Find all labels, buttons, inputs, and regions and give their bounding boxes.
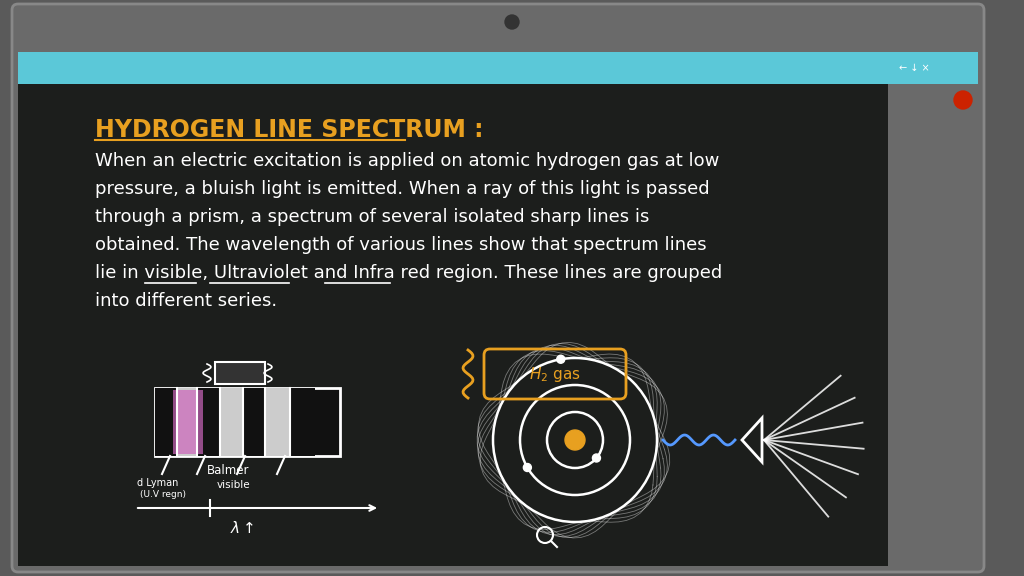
Circle shape — [565, 430, 585, 450]
Bar — [173, 390, 203, 454]
Bar — [18, 10, 978, 52]
Bar — [18, 84, 888, 566]
Bar — [215, 362, 265, 384]
Circle shape — [954, 91, 972, 109]
Text: visible: visible — [217, 480, 251, 490]
Text: into different series.: into different series. — [95, 292, 278, 310]
Circle shape — [505, 15, 519, 29]
Text: Balmer: Balmer — [207, 464, 250, 477]
Bar — [197, 388, 220, 456]
Text: $H_2$ gas: $H_2$ gas — [529, 365, 581, 384]
Text: lie in visible, Ultraviolet and Infra red region. These lines are grouped: lie in visible, Ultraviolet and Infra re… — [95, 264, 722, 282]
Circle shape — [523, 464, 531, 472]
Text: ← ↓ ×: ← ↓ × — [899, 63, 930, 73]
FancyBboxPatch shape — [12, 4, 984, 572]
Text: pressure, a bluish light is emitted. When a ray of this light is passed: pressure, a bluish light is emitted. Whe… — [95, 180, 710, 198]
Text: obtained. The wavelength of various lines show that spectrum lines: obtained. The wavelength of various line… — [95, 236, 707, 254]
Bar — [155, 388, 340, 456]
Text: $\lambda\uparrow$: $\lambda\uparrow$ — [230, 520, 255, 536]
Circle shape — [593, 454, 600, 462]
Bar — [155, 388, 177, 456]
Bar — [265, 388, 290, 456]
Text: d Lyman: d Lyman — [137, 478, 178, 488]
Text: When an electric excitation is applied on atomic hydrogen gas at low: When an electric excitation is applied o… — [95, 152, 720, 170]
Bar — [290, 388, 315, 456]
Bar — [177, 388, 197, 456]
Bar — [18, 84, 888, 566]
Text: through a prism, a spectrum of several isolated sharp lines is: through a prism, a spectrum of several i… — [95, 208, 649, 226]
Bar — [18, 52, 978, 84]
Bar — [243, 388, 265, 456]
Text: HYDROGEN LINE SPECTRUM :: HYDROGEN LINE SPECTRUM : — [95, 118, 483, 142]
Circle shape — [557, 355, 565, 363]
Bar — [220, 388, 243, 456]
Text: (U.V regn): (U.V regn) — [140, 490, 186, 499]
